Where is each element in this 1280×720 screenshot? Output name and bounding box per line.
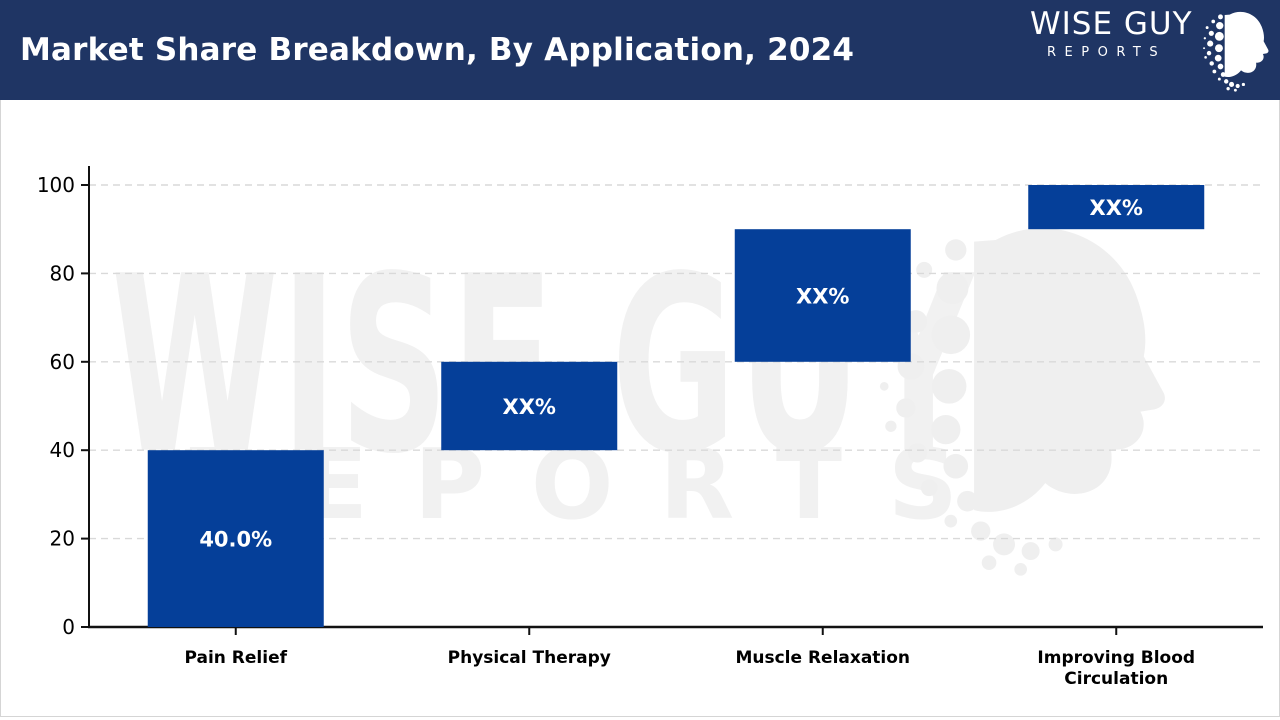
- bar-value-label: XX%: [1090, 196, 1143, 220]
- category-label: Pain Relief: [184, 648, 287, 668]
- y-tick-label: 100: [37, 173, 75, 197]
- category-label: Improving Blood Circulation: [1037, 648, 1195, 689]
- category-label: Muscle Relaxation: [735, 648, 910, 668]
- bar: [1028, 185, 1205, 230]
- logo-head-icon: [1200, 10, 1270, 94]
- bar-value-label: 40.0%: [199, 528, 272, 552]
- bar: [441, 361, 618, 451]
- y-tick-label: 80: [50, 261, 75, 285]
- wiseguy-logo: WISE GUY REPORTS: [1030, 6, 1270, 95]
- y-tick-label: 20: [50, 527, 75, 551]
- y-tick-label: 40: [50, 438, 75, 462]
- logo-subtitle: REPORTS: [1047, 44, 1167, 60]
- bar: [734, 229, 911, 362]
- waterfall-chart: 0 20 40 60 80 100 40.0% Pain Relief XX% Physical …: [37, 166, 1263, 689]
- chart-area: WISE GUY REPORTS 0 20 40 60 80 100 40.0% Pain R…: [0, 100, 1280, 717]
- bar: [147, 450, 324, 627]
- y-tick-label: 0: [62, 615, 75, 639]
- logo-wordmark: WISE GUY: [1030, 6, 1193, 42]
- bar-value-label: XX%: [503, 395, 556, 419]
- header-bar: Market Share Breakdown, By Application, …: [0, 0, 1280, 100]
- y-tick-label: 60: [50, 350, 75, 374]
- page-title: Market Share Breakdown, By Application, …: [20, 32, 855, 68]
- category-label: Physical Therapy: [448, 648, 611, 668]
- bar-value-label: XX%: [796, 285, 849, 309]
